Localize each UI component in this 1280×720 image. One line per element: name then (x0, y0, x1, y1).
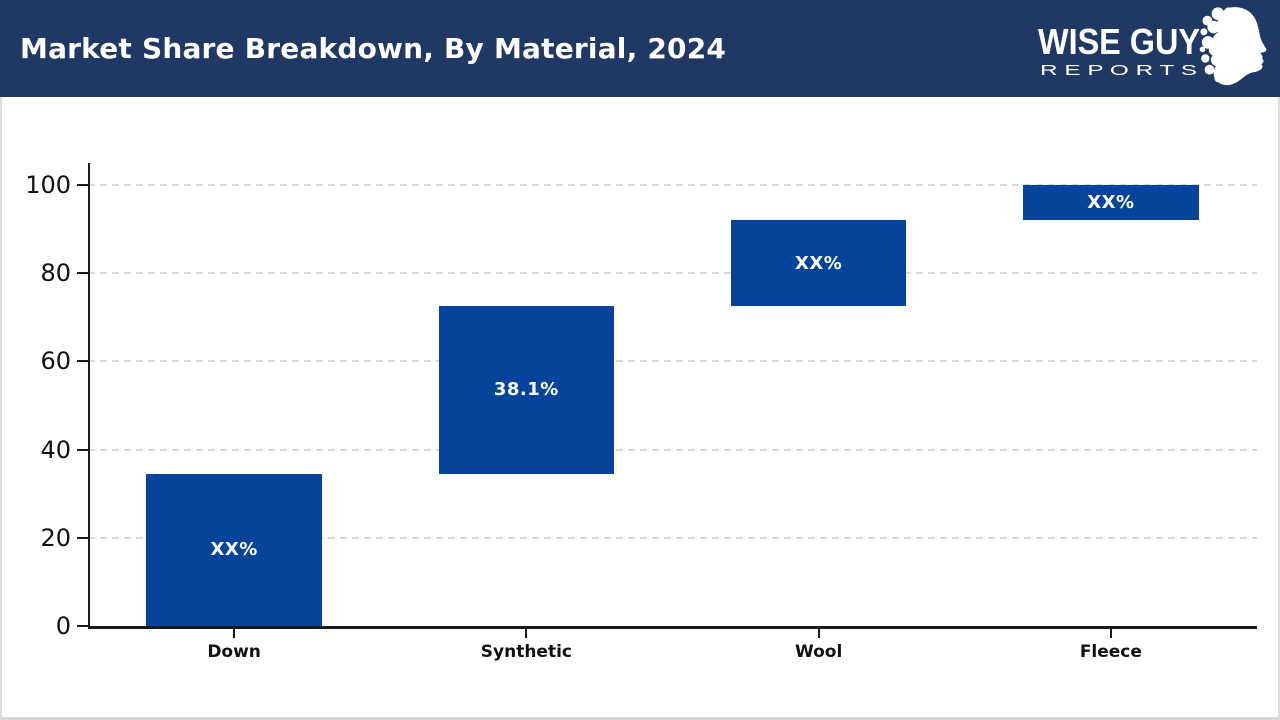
logo-brand-text: WISE GUY (1038, 21, 1200, 62)
gridline-80 (88, 272, 1257, 275)
x-tick-wool (817, 629, 820, 638)
bar-value-label-wool: XX% (794, 252, 843, 274)
bar-fleece: XX% (1023, 185, 1199, 221)
y-tick-0 (77, 625, 88, 627)
gridline-40 (88, 448, 1257, 451)
x-tick-label-down: Down (207, 642, 261, 662)
x-tick-fleece (1109, 629, 1112, 638)
y-tick-label-0: 0 (55, 612, 71, 640)
y-tick-20 (77, 536, 88, 539)
y-tick-40 (77, 448, 88, 451)
y-tick-100 (77, 184, 88, 187)
bar-wool: XX% (730, 220, 907, 306)
page-title: Market Share Breakdown, By Material, 202… (20, 32, 727, 65)
bar-synthetic: 38.1% (438, 305, 615, 474)
bar-value-label-down: XX% (210, 539, 258, 561)
x-axis (88, 626, 1257, 629)
y-tick-label-80: 80 (40, 259, 71, 288)
gridline-60 (88, 360, 1257, 363)
bar-value-label-fleece: XX% (1087, 192, 1135, 214)
y-tick-label-20: 20 (40, 523, 71, 552)
y-tick-80 (77, 272, 88, 275)
y-tick-label-60: 60 (40, 347, 71, 376)
x-tick-label-fleece: Fleece (1079, 642, 1142, 662)
y-tick-label-100: 100 (25, 171, 71, 200)
x-tick-synthetic (525, 629, 528, 638)
bar-value-label-synthetic: 38.1% (493, 379, 559, 401)
gridline-100 (88, 184, 1257, 187)
header: Market Share Breakdown, By Material, 202… (0, 0, 1280, 97)
y-tick-60 (77, 360, 88, 363)
y-axis (88, 163, 90, 628)
x-tick-label-wool: Wool (794, 642, 843, 662)
wiseguy-logo: WISE GUY R E P O R T S (1038, 7, 1267, 86)
wiseguy-head-icon (1199, 7, 1267, 86)
bar-down: XX% (146, 473, 322, 626)
waterfall-chart: 0 20 40 60 80 100 XX% Down 38.1% Synthetic XX% Wool… (0, 97, 1280, 720)
x-tick-label-synthetic: Synthetic (480, 642, 572, 662)
x-tick-down (233, 629, 236, 638)
logo-sub-text: R E P O R T S (1040, 62, 1197, 79)
gridline-20 (88, 536, 1257, 539)
y-tick-label-40: 40 (40, 435, 71, 464)
